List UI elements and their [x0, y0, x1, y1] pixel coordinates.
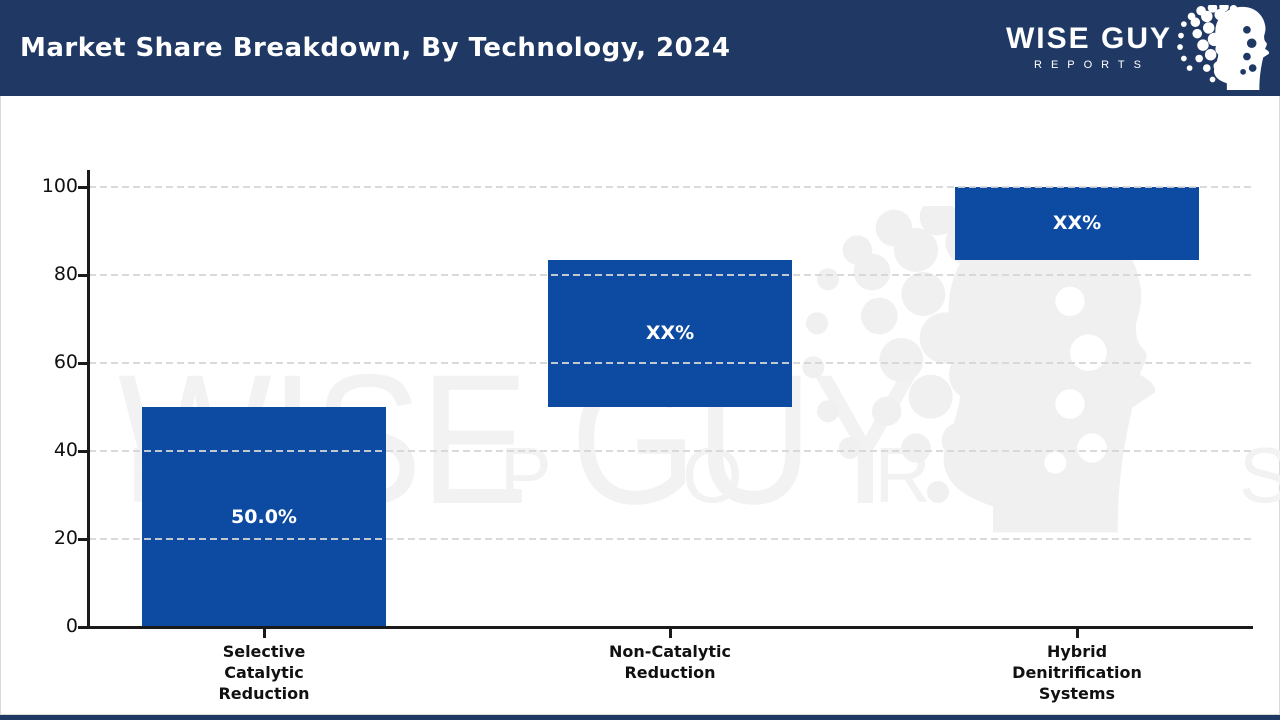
y-axis-tick-label: 100 — [41, 175, 78, 197]
logo-subtext: REPORTS — [1034, 59, 1150, 71]
waterfall-bar-1: 50.0% — [142, 407, 386, 627]
y-axis-line — [87, 170, 90, 629]
x-axis-category-label: Non-Catalytic Reduction — [609, 642, 731, 682]
logo-face-icon — [1176, 5, 1272, 91]
y-axis-tick-label: 40 — [53, 439, 78, 461]
header-bar: Market Share Breakdown, By Technology, 2… — [0, 0, 1280, 96]
gridline-20 — [89, 538, 1253, 540]
y-axis-tick-label: 80 — [53, 263, 78, 285]
gridline-40 — [89, 450, 1253, 452]
y-axis-tick — [78, 626, 87, 629]
logo-text: WISE GUY REPORTS — [1006, 23, 1172, 73]
gridline-80 — [89, 274, 1253, 276]
logo-wordmark: WISE GUY — [1005, 22, 1172, 55]
x-axis-tick — [669, 629, 672, 638]
x-axis-tick — [1076, 629, 1079, 638]
x-axis-line — [87, 626, 1253, 629]
x-axis-category-label: Selective Catalytic Reduction — [218, 642, 310, 703]
y-axis-tick-label: 20 — [53, 527, 78, 549]
footer-bar — [0, 714, 1280, 720]
bar-value-label: XX% — [1052, 212, 1102, 235]
bar-value-label: 50.0% — [231, 506, 297, 528]
y-axis-tick — [78, 538, 87, 541]
x-axis-tick — [263, 629, 266, 638]
bar-value-label: XX% — [645, 322, 695, 345]
gridline-100 — [89, 186, 1253, 188]
x-axis-category-label: Hybrid Denitrification Systems — [1012, 642, 1142, 703]
y-axis-tick — [78, 186, 87, 189]
gridline-60 — [89, 362, 1253, 364]
y-axis-tick — [78, 362, 87, 365]
wiseguy-logo: WISE GUY REPORTS — [1006, 4, 1272, 92]
y-axis-tick-label: 60 — [53, 351, 78, 373]
waterfall-bar-2: XX% — [548, 259, 792, 407]
y-axis-tick — [78, 450, 87, 453]
page-title: Market Share Breakdown, By Technology, 2… — [20, 33, 731, 63]
y-axis-tick-label: 0 — [65, 615, 78, 637]
y-axis-tick — [78, 274, 87, 277]
waterfall-bar-3: XX% — [955, 187, 1199, 260]
